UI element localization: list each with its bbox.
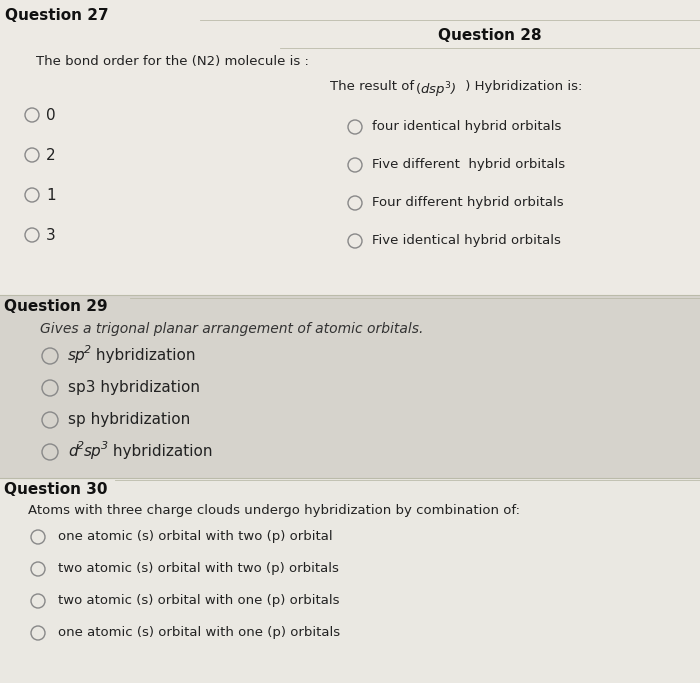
Text: two atomic (s) orbital with one (p) orbitals: two atomic (s) orbital with one (p) orbi…: [58, 594, 340, 607]
Text: $(dsp^{3}$): $(dsp^{3}$): [415, 80, 456, 100]
Text: Five different  hybrid orbitals: Five different hybrid orbitals: [372, 158, 565, 171]
Text: hybridization: hybridization: [108, 444, 213, 459]
Text: one atomic (s) orbital with one (p) orbitals: one atomic (s) orbital with one (p) orbi…: [58, 626, 340, 639]
Text: The result of: The result of: [330, 80, 419, 93]
Text: 2: 2: [46, 148, 55, 163]
Text: hybridization: hybridization: [91, 348, 195, 363]
Text: Four different hybrid orbitals: Four different hybrid orbitals: [372, 196, 564, 209]
Text: sp: sp: [68, 348, 85, 363]
Bar: [0, 295, 700, 478]
Text: sp3 hybridization: sp3 hybridization: [68, 380, 200, 395]
Bar: [0, 0, 700, 295]
Text: 1: 1: [46, 188, 55, 203]
Text: ) Hybridization is:: ) Hybridization is:: [461, 80, 582, 93]
Text: Five identical hybrid orbitals: Five identical hybrid orbitals: [372, 234, 561, 247]
Text: Question 28: Question 28: [438, 28, 542, 43]
Text: one atomic (s) orbital with two (p) orbital: one atomic (s) orbital with two (p) orbi…: [58, 530, 332, 543]
Bar: [0, 478, 700, 683]
Text: 2: 2: [84, 345, 91, 355]
Text: Gives a trigonal planar arrangement of atomic orbitals.: Gives a trigonal planar arrangement of a…: [40, 322, 423, 336]
Text: two atomic (s) orbital with two (p) orbitals: two atomic (s) orbital with two (p) orbi…: [58, 562, 339, 575]
Text: The bond order for the (N2) molecule is :: The bond order for the (N2) molecule is …: [36, 55, 309, 68]
Text: 3: 3: [46, 228, 56, 243]
Text: 2: 2: [77, 441, 84, 451]
Text: Question 27: Question 27: [5, 8, 108, 23]
Text: Question 30: Question 30: [4, 482, 108, 497]
Text: sp: sp: [84, 444, 102, 459]
Text: d: d: [68, 444, 78, 459]
Text: 0: 0: [46, 108, 55, 123]
Text: four identical hybrid orbitals: four identical hybrid orbitals: [372, 120, 561, 133]
Text: 3: 3: [101, 441, 108, 451]
Text: Atoms with three charge clouds undergo hybridization by combination of:: Atoms with three charge clouds undergo h…: [28, 504, 520, 517]
Text: sp hybridization: sp hybridization: [68, 412, 190, 427]
Text: Question 29: Question 29: [4, 299, 108, 314]
